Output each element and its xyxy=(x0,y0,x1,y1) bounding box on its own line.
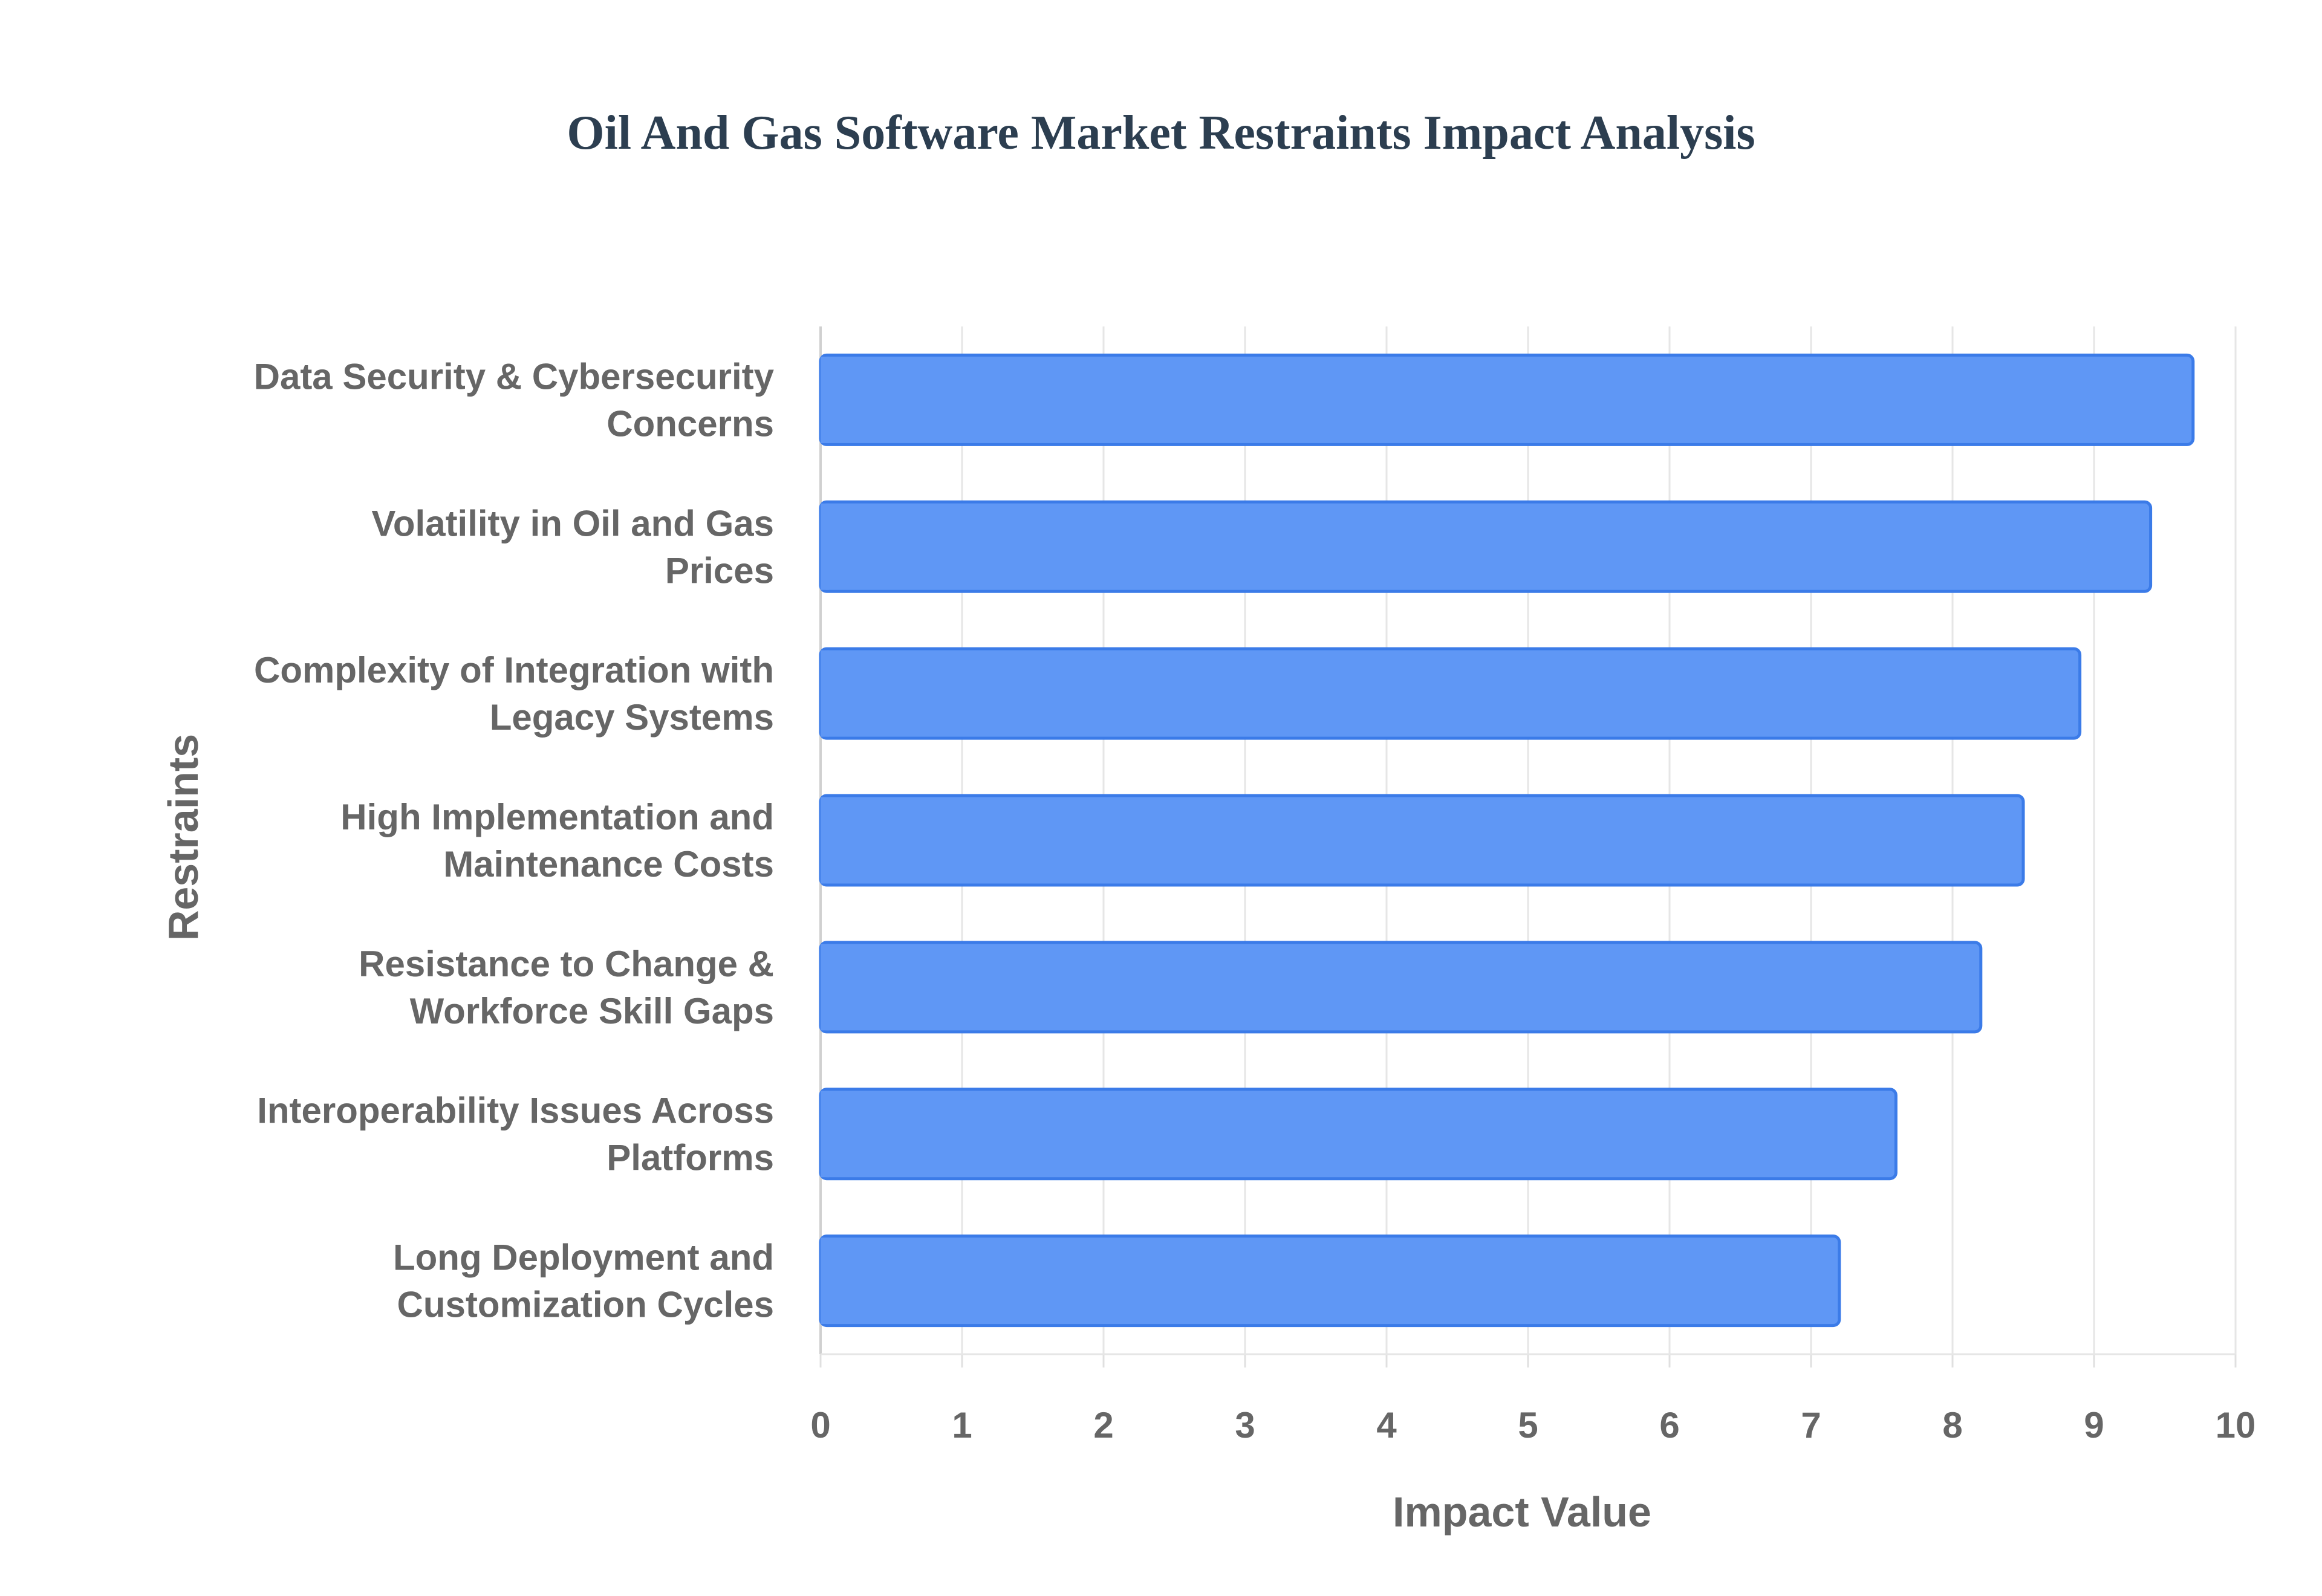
x-tick-label: 3 xyxy=(1235,1405,1255,1445)
bar-base xyxy=(821,650,829,737)
category-label: Workforce Skill Gaps xyxy=(410,991,774,1031)
bar xyxy=(819,941,1983,1034)
category-label: Concerns xyxy=(607,403,774,444)
bar xyxy=(819,500,2153,593)
x-tick-label: 6 xyxy=(1659,1405,1679,1445)
x-tick-label: 1 xyxy=(952,1405,972,1445)
bar xyxy=(819,794,2025,887)
x-tick-label: 8 xyxy=(1942,1405,1962,1445)
bars xyxy=(819,353,2195,1328)
category-label: Customization Cycles xyxy=(397,1285,774,1325)
bar-base xyxy=(821,356,829,443)
category-label: Volatility in Oil and Gas xyxy=(371,503,774,543)
bar-base xyxy=(821,1238,829,1325)
x-tick-label: 4 xyxy=(1376,1405,1397,1445)
category-label: Long Deployment and xyxy=(393,1238,774,1278)
category-label: Maintenance Costs xyxy=(443,844,774,884)
x-tick-label: 2 xyxy=(1093,1405,1113,1445)
y-axis-title: Restraints xyxy=(160,734,207,941)
bar xyxy=(819,1088,1898,1181)
category-label: Interoperability Issues Across xyxy=(257,1091,774,1131)
bar-base xyxy=(821,797,829,884)
x-tick-label: 10 xyxy=(2216,1405,2256,1445)
bar-base xyxy=(821,944,829,1031)
category-label: High Implementation and xyxy=(340,797,774,837)
category-label: Resistance to Change & xyxy=(359,944,774,984)
category-label: Complexity of Integration with xyxy=(254,650,774,690)
category-label: Platforms xyxy=(607,1138,774,1178)
bar xyxy=(819,1234,1841,1328)
bar-base xyxy=(821,503,829,590)
x-tick-label: 5 xyxy=(1518,1405,1538,1445)
category-labels: Data Security & Cybersecurity Concerns Vol… xyxy=(254,356,775,1325)
category-label: Legacy Systems xyxy=(490,697,774,738)
x-tick-label: 9 xyxy=(2084,1405,2104,1445)
bar-base xyxy=(821,1091,829,1178)
chart-title: Oil And Gas Software Market Restraints I… xyxy=(567,106,1755,160)
category-label: Data Security & Cybersecurity xyxy=(254,356,775,397)
x-tick-label: 7 xyxy=(1801,1405,1821,1445)
x-tick-label: 0 xyxy=(810,1405,830,1445)
bar xyxy=(819,353,2195,446)
bar xyxy=(819,647,2082,740)
x-tick-labels: 0 1 2 3 4 5 6 7 8 9 10 xyxy=(810,1405,2255,1445)
x-axis-title: Impact Value xyxy=(1393,1488,1651,1536)
category-label: Prices xyxy=(665,550,774,591)
